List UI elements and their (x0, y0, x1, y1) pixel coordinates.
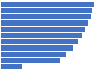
Bar (1, 2, 94, 7)
Bar (1, 20, 88, 26)
Bar (1, 64, 22, 69)
Bar (1, 45, 73, 51)
Bar (1, 27, 85, 32)
Bar (1, 33, 82, 38)
Bar (1, 58, 60, 63)
Bar (1, 14, 91, 19)
Bar (1, 52, 66, 57)
Bar (1, 8, 92, 13)
Bar (1, 39, 78, 44)
